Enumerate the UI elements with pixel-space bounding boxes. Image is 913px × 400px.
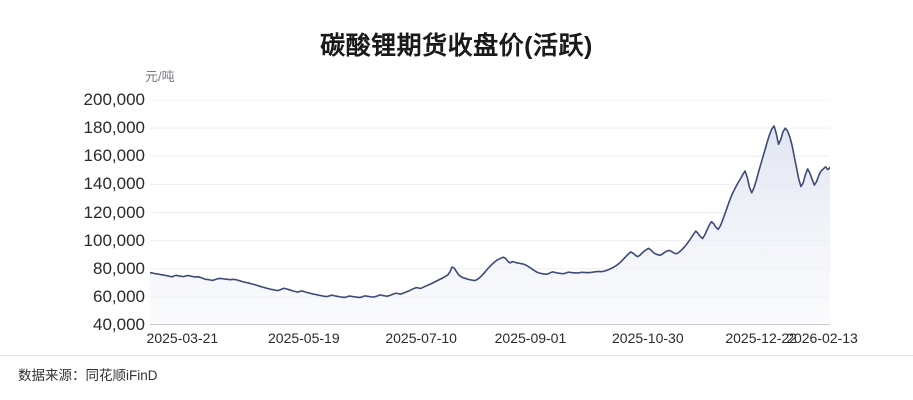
x-tick-label: 2025-03-21 [146,330,219,346]
y-tick-label: 120,000 [83,202,145,222]
footer-divider [0,355,913,356]
x-tick-label: 2025-05-19 [268,330,340,346]
price-line [150,125,830,299]
y-tick-label: 60,000 [93,286,145,306]
x-tick-label: 2026-02-13 [786,330,858,346]
chart-title: 碳酸锂期货收盘价(活跃) [320,32,593,60]
y-tick-label: 80,000 [93,258,145,278]
x-axis-tick-labels: 2025-03-21 2025-05-19 2025-07-10 2025-09-01… [0,330,913,354]
y-axis-unit-label: 元/吨 [145,69,175,84]
y-axis-tick-labels: 200,000 180,000 160,000 140,000 120,000 100,0… [50,0,145,400]
y-tick-label: 40,000 [93,315,145,334]
y-tick-label: 200,000 [83,90,145,109]
data-source-note: 数据来源：同花顺iFinD [18,368,158,383]
x-tick-label: 2025-10-30 [612,330,684,346]
y-tick-label: 180,000 [83,118,145,138]
x-tick-label: 2025-12-22 [725,330,797,346]
y-tick-label: 160,000 [83,146,145,166]
plot-area [150,100,830,325]
price-series [150,125,830,325]
x-tick-label: 2025-07-10 [385,330,457,346]
x-tick-label: 2025-09-01 [494,330,567,346]
area-fill [150,126,830,325]
y-tick-label: 140,000 [83,174,145,194]
y-tick-label: 100,000 [83,230,145,250]
